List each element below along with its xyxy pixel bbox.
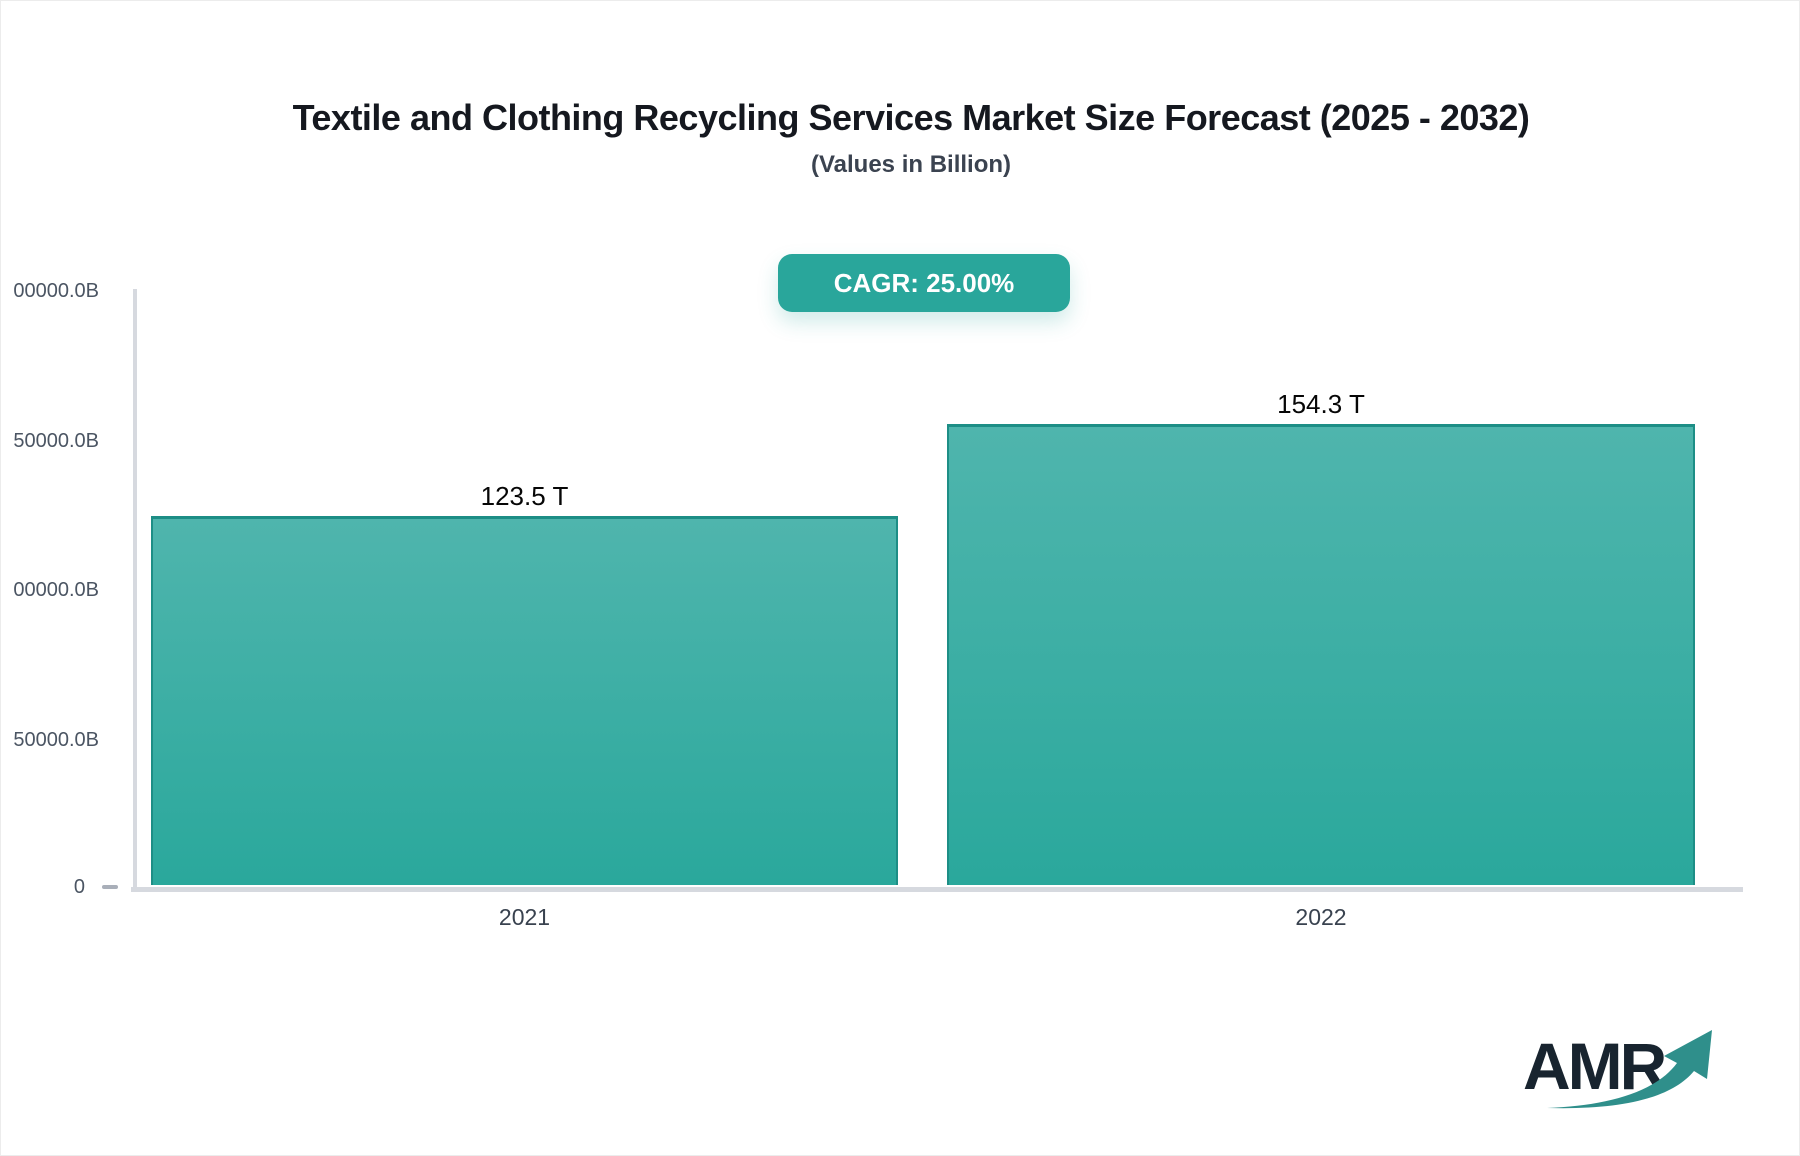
bar-2021-value-label: 123.5 T	[480, 481, 569, 511]
y-axis-label-200000: 00000.0B	[13, 280, 99, 302]
bar-2022-value-label: 154.3 T	[1277, 389, 1365, 419]
y-axis-label-100000: 00000.0B	[13, 579, 99, 601]
x-axis-line	[131, 887, 1743, 892]
y-axis-label-150000: 50000.0B	[13, 430, 99, 452]
cagr-badge: CAGR: 25.00%	[778, 254, 1070, 312]
y-axis-zero-tick	[102, 885, 118, 889]
amr-logo: AMR	[1523, 1029, 1712, 1109]
chart-subtitle: (Values in Billion)	[810, 151, 1012, 178]
amr-logo-arrow-icon	[1547, 1030, 1712, 1109]
y-axis-line	[133, 289, 137, 890]
y-axis-label-0: 0	[73, 876, 85, 898]
y-axis-label-50000: 50000.0B	[13, 729, 99, 751]
bar-2022: 154.3 T	[947, 389, 1695, 885]
cagr-badge-label: CAGR: 25.00%	[833, 267, 1015, 298]
x-axis-label-2022: 2022	[1295, 904, 1347, 930]
chart-title: Textile and Clothing Recycling Services …	[292, 97, 1530, 138]
x-axis-label-2021: 2021	[498, 904, 551, 930]
bar-2021: 123.5 T	[151, 481, 898, 885]
